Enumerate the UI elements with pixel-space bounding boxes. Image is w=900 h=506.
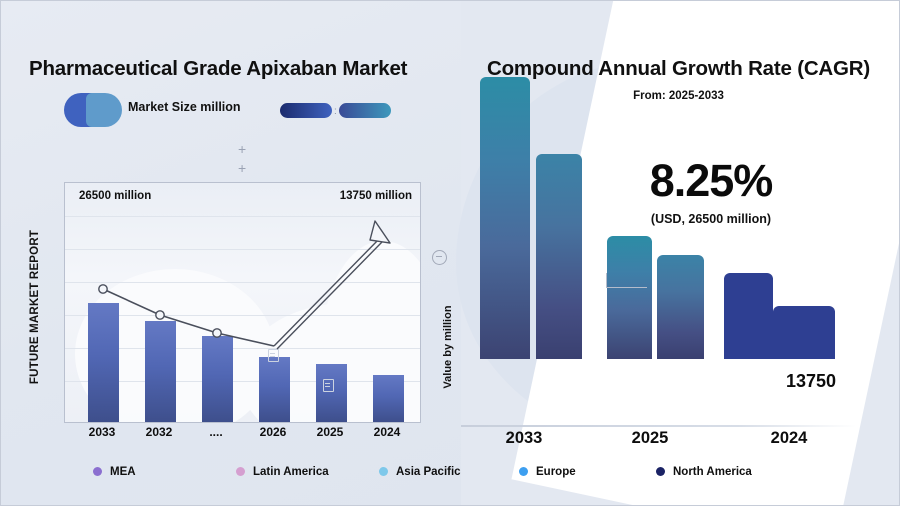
annotation-start-value: 26500 million	[79, 190, 152, 202]
trend-marker	[155, 310, 165, 320]
x-label-2033: 2033	[88, 425, 116, 439]
cagr-x-label-2025: 2025	[631, 429, 669, 447]
legend-dot-europe	[519, 467, 528, 477]
trend-marker	[212, 328, 222, 338]
right-panel: Compound Annual Growth Rate (CAGR) From:…	[456, 1, 899, 505]
legend-label-europe: Europe	[536, 465, 576, 478]
x-label-2024: 2024	[373, 425, 401, 439]
growth-arrow	[273, 220, 391, 350]
gridline	[65, 282, 420, 283]
market-size-label: Market Size million	[128, 100, 241, 114]
bar-2024	[373, 375, 404, 422]
gridline	[65, 249, 420, 250]
gridline	[65, 348, 420, 349]
legend-label-latin-america: Latin America	[253, 465, 329, 478]
cagr-x-label-2033: 2033	[505, 429, 543, 447]
legend-pill-primary	[280, 103, 332, 118]
legend-dot-asia-pacific	[379, 467, 388, 477]
left-trend-overlay	[98, 220, 391, 350]
cagr-usd-note: (USD, 26500 million)	[650, 212, 772, 226]
region-legend: MEA Latin America Asia Pacific Europe No…	[1, 463, 899, 491]
cagr-period: From: 2025-2033	[633, 90, 724, 102]
legend-label-north-america: North America	[673, 465, 752, 478]
cagr-x-label-2024: 2024	[770, 429, 808, 447]
circle-minus-icon	[432, 250, 447, 265]
market-size-legend-chip: Market Size million :	[64, 91, 394, 131]
x-label-2032: 2032	[145, 425, 173, 439]
left-panel: Pharmaceutical Grade Apixaban Market Mar…	[1, 1, 461, 505]
left-secondary-axis-label: Value by million	[442, 305, 454, 389]
bar-2033	[88, 303, 119, 422]
gridline	[65, 381, 420, 382]
plus-marker-one: +	[238, 141, 247, 157]
watermark-icon-1	[268, 349, 279, 362]
legend-item-asia-pacific[interactable]: Asia Pacific	[379, 463, 461, 483]
x-label-2025: 2025	[316, 425, 344, 439]
decorative-tick-mark	[606, 273, 647, 288]
left-y-axis-label: FUTURE MARKET REPORT	[29, 229, 41, 385]
legend-item-europe[interactable]: Europe	[519, 463, 576, 483]
legend-dot-north-america	[656, 467, 665, 477]
legend-item-latin-america[interactable]: Latin America	[236, 463, 329, 483]
legend-item-north-america[interactable]: North America	[656, 463, 752, 483]
x-label-2026: 2026	[259, 425, 287, 439]
bar-dots	[202, 336, 233, 422]
legend-pill-secondary	[339, 103, 391, 118]
cagr-bar-2033-secondary	[536, 154, 582, 359]
trend-line	[102, 288, 275, 347]
cagr-bar-2024-primary	[724, 273, 773, 359]
legend-label-asia-pacific: Asia Pacific	[396, 465, 461, 478]
gridline	[65, 216, 420, 217]
cagr-bar-2024-secondary	[773, 306, 835, 359]
plus-marker-two: +	[238, 160, 247, 176]
legend-pill-separator: :	[334, 106, 337, 117]
cagr-bar-2025-primary	[607, 236, 652, 359]
x-label-dots: ....	[209, 425, 223, 439]
cagr-bar-2033-primary	[480, 77, 530, 359]
cagr-baseline	[461, 425, 856, 427]
legend-dot-mea	[93, 467, 102, 477]
legend-item-mea[interactable]: MEA	[93, 463, 136, 483]
legend-dot-latin-america	[236, 467, 245, 477]
trend-marker	[98, 284, 108, 294]
cagr-bar-2025-secondary	[657, 255, 704, 359]
gridline	[65, 315, 420, 316]
bar-2025	[316, 364, 347, 422]
left-x-axis-labels: 2033 2032 .... 2026 2025 2024	[64, 425, 419, 445]
cagr-percentage: 8.25%	[649, 155, 774, 206]
watermark-icon-2	[323, 379, 334, 392]
cagr-title: Compound Annual Growth Rate (CAGR)	[486, 57, 871, 80]
bar-2026	[259, 357, 290, 422]
cagr-chart-area: 13750 2033 2025 2024	[456, 1, 899, 447]
left-chart-title: Pharmaceutical Grade Apixaban Market	[29, 57, 408, 80]
annotation-end-value: 13750 million	[339, 190, 412, 202]
venn-right-shape	[86, 93, 122, 127]
left-plot-area: 26500 million 13750 million	[64, 182, 421, 423]
legend-label-mea: MEA	[110, 465, 136, 478]
cagr-bar-value-2024: 13750	[786, 371, 837, 391]
bar-2032	[145, 321, 176, 422]
venn-diagram-icon	[64, 93, 122, 127]
